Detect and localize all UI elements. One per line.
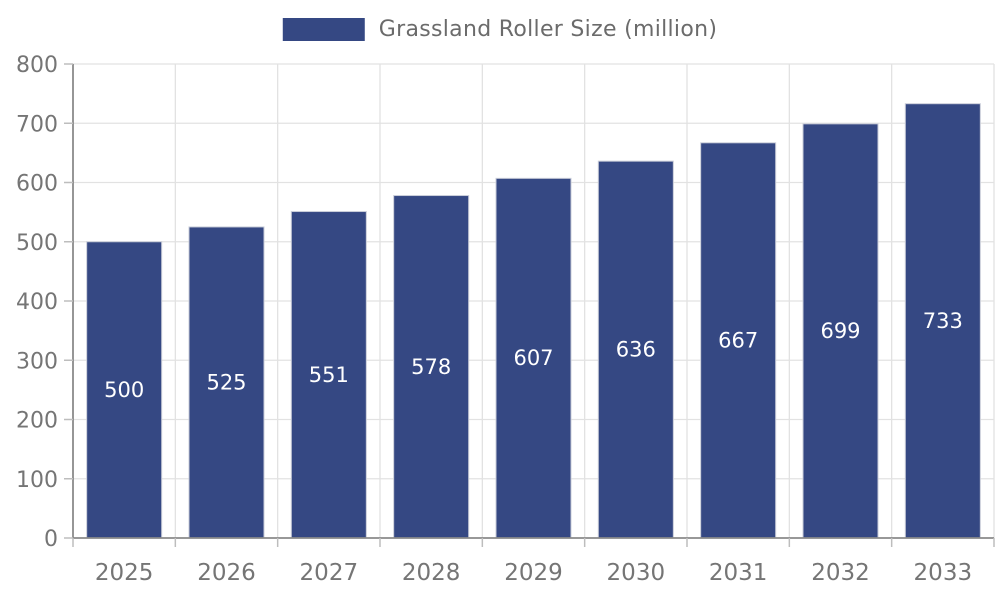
bar-value-label: 699: [820, 319, 860, 343]
bar-value-label: 500: [104, 378, 144, 402]
legend-swatch: [282, 18, 365, 41]
bar-value-label: 525: [206, 370, 246, 394]
bar: [86, 241, 163, 539]
bar: [802, 123, 879, 539]
x-tick-label: 2026: [197, 560, 256, 586]
y-tick-label: 700: [16, 112, 58, 137]
bar: [393, 195, 470, 539]
x-tick-label: 2027: [300, 560, 359, 586]
x-tick-label: 2033: [914, 560, 973, 586]
y-tick-label: 100: [16, 468, 58, 493]
legend-label: Grassland Roller Size (million): [378, 17, 718, 42]
x-tick-label: 2029: [504, 560, 563, 586]
x-tick-label: 2032: [811, 560, 870, 586]
bar: [495, 177, 572, 539]
y-tick-label: 300: [16, 349, 58, 374]
legend: Grassland Roller Size (million): [282, 17, 718, 42]
bar: [597, 160, 674, 539]
y-tick-label: 600: [16, 172, 58, 197]
y-tick-label: 200: [16, 409, 58, 434]
bar-value-label: 667: [718, 328, 758, 352]
bar-value-label: 607: [513, 346, 553, 370]
bar: [904, 103, 981, 539]
x-tick-label: 2031: [709, 560, 768, 586]
y-tick-label: 800: [16, 53, 58, 78]
x-tick-label: 2030: [607, 560, 666, 586]
x-tick-label: 2028: [402, 560, 461, 586]
bar: [290, 211, 367, 539]
y-tick-label: 500: [16, 231, 58, 256]
y-tick-label: 400: [16, 290, 58, 315]
bar-value-label: 733: [923, 309, 963, 333]
y-tick-label: 0: [44, 527, 58, 552]
bar-value-label: 636: [616, 338, 656, 362]
bar: [700, 142, 777, 539]
bar: [188, 226, 265, 539]
bar-value-label: 551: [309, 363, 349, 387]
x-tick-label: 2025: [95, 560, 154, 586]
bar-value-label: 578: [411, 355, 451, 379]
